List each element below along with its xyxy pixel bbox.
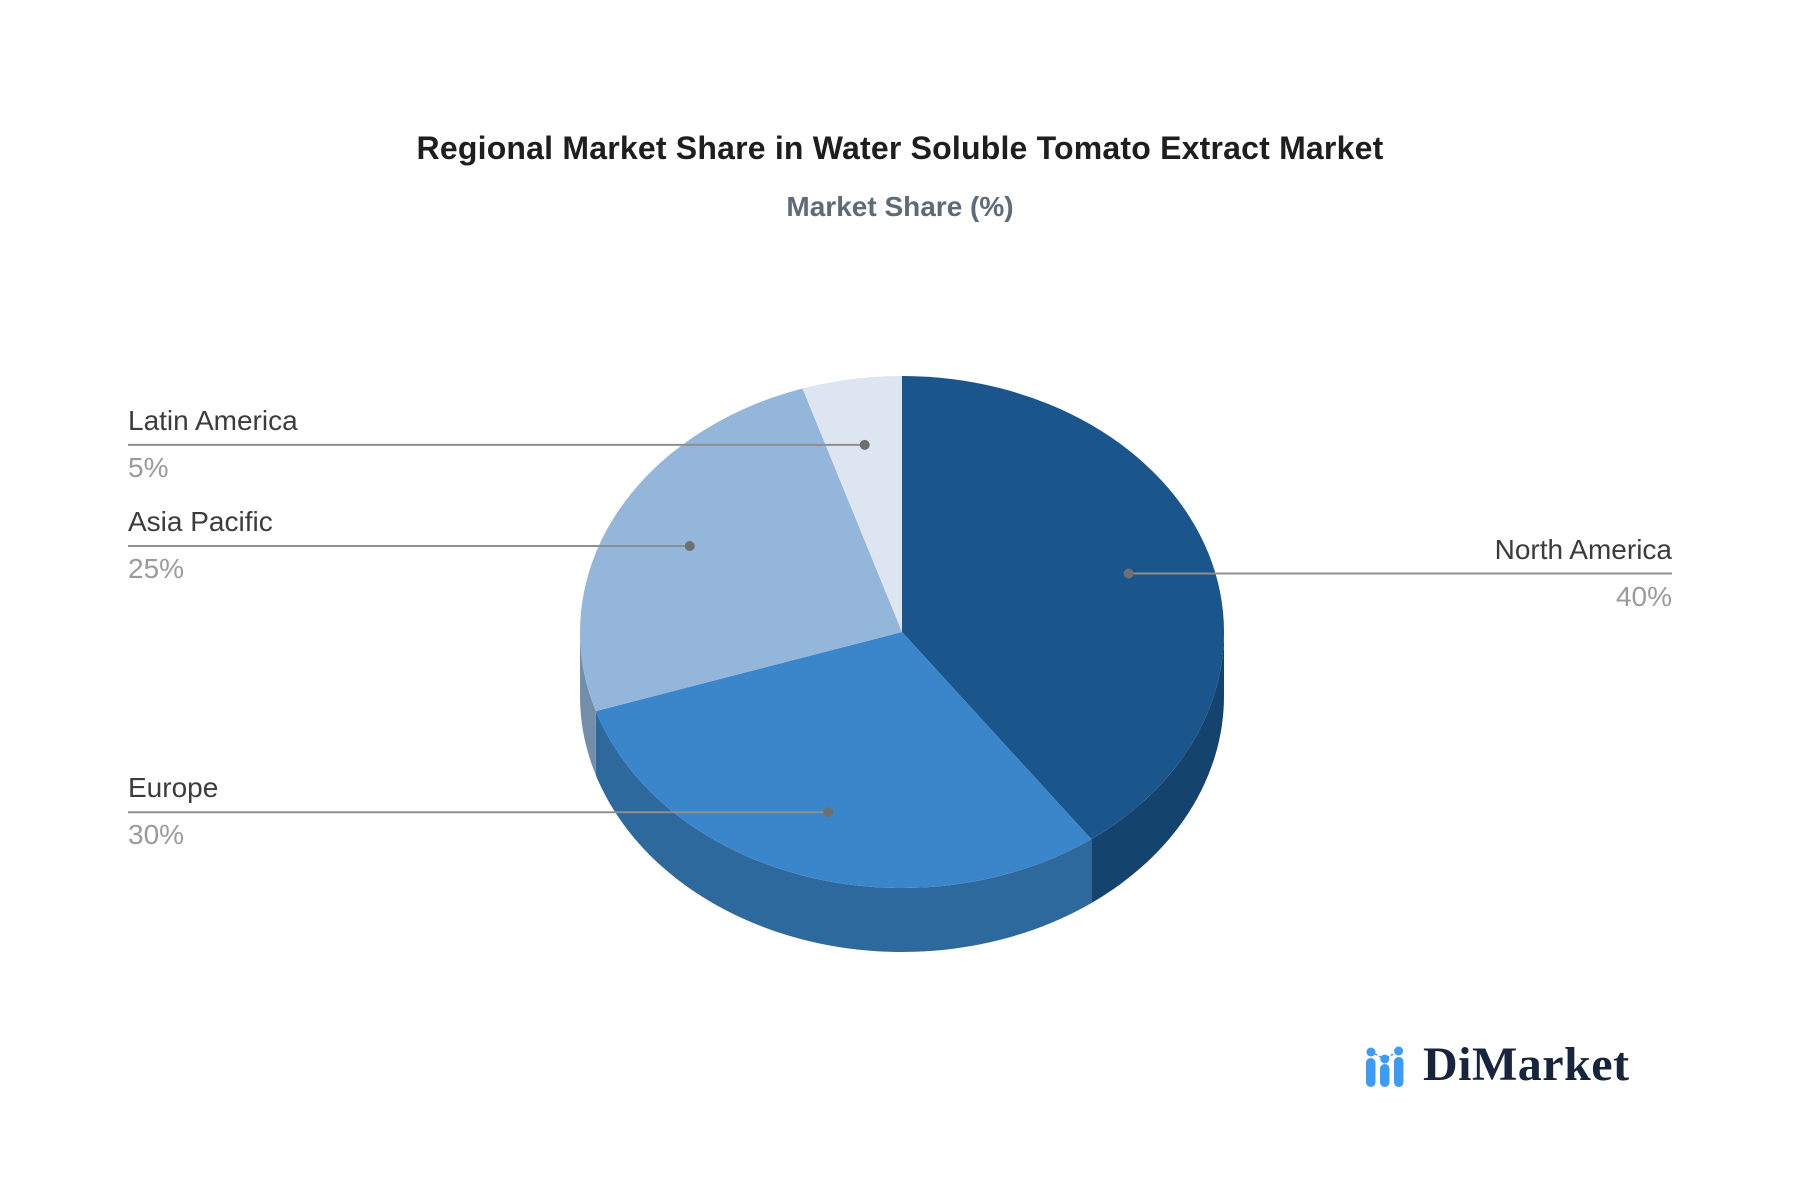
pie-slice-side-asia-pacific — [580, 632, 596, 776]
dimarket-logo-icon — [1366, 1046, 1404, 1087]
leader-dot-latin-america — [859, 439, 870, 450]
pie-slice-side-europe — [595, 711, 1092, 952]
pie-slice-side-north-america — [1091, 632, 1224, 904]
chart-title: Regional Market Share in Water Soluble T… — [416, 130, 1384, 166]
annotation-value: 30% — [128, 819, 185, 851]
annotation-value: 5% — [128, 451, 169, 483]
leader-dot-asia-pacific — [684, 541, 695, 551]
annotation-label: North America — [1494, 533, 1672, 565]
annotation-label: Latin America — [128, 404, 298, 436]
pie-slice-north-america[interactable] — [902, 376, 1225, 840]
dimarket-logo: DiMarket — [1366, 1038, 1630, 1091]
annotation-value: 40% — [1615, 580, 1672, 612]
dimarket-logo-text: DiMarket — [1423, 1038, 1630, 1091]
annotation-label: Europe — [128, 772, 219, 804]
leader-dot-north-america — [1123, 568, 1134, 579]
pie-slice-latin-america[interactable] — [802, 375, 903, 632]
annotation-label: Asia Pacific — [128, 506, 273, 537]
pie-slice-asia-pacific[interactable] — [580, 388, 902, 712]
leader-dot-europe — [823, 807, 834, 818]
annotation-value: 25% — [128, 553, 185, 584]
chart-subtitle: Market Share (%) — [786, 191, 1014, 222]
pie-slice-europe[interactable] — [595, 632, 1092, 888]
